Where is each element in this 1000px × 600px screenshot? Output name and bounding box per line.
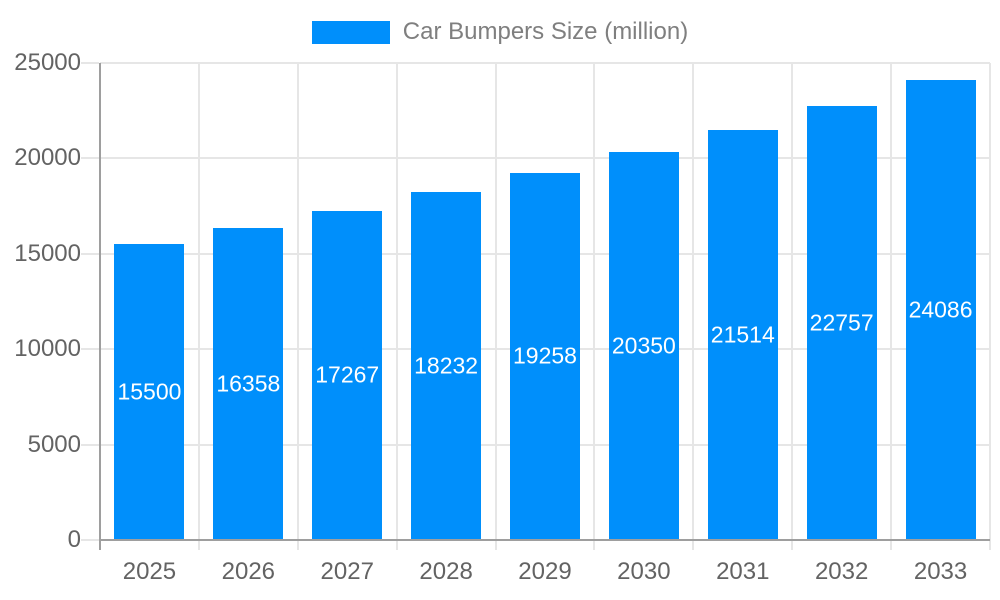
x-tick-label: 2033 (913, 558, 968, 585)
y-gridline (100, 157, 990, 160)
bar-value-label: 20350 (611, 332, 676, 359)
x-tick-label: 2031 (716, 558, 770, 585)
x-tick-mark (692, 540, 695, 550)
y-tick-mark (81, 252, 99, 255)
bar[interactable] (312, 210, 383, 540)
x-gridline (791, 63, 794, 540)
x-tick-label: 2027 (320, 558, 374, 585)
x-gridline (197, 63, 200, 540)
bar-value-label: 21514 (710, 321, 775, 348)
x-tick-mark (395, 540, 398, 550)
y-tick-label: 0 (67, 526, 81, 553)
x-axis-line (100, 539, 990, 541)
plot-area: 0 5000 10000 15000 20000 25000 2025 15500 2026 16… (14, 49, 991, 585)
x-tick-label: 2025 (122, 558, 177, 585)
x-tick-label: 2032 (814, 558, 869, 585)
x-tick-label: 2030 (617, 558, 671, 585)
bar[interactable] (806, 105, 877, 540)
y-tick-label: 10000 (14, 335, 81, 363)
x-gridline (494, 63, 497, 540)
legend-series-label: Car Bumpers Size (million) (402, 18, 689, 45)
bar-value-label: 19258 (513, 342, 577, 369)
y-tick-mark (81, 62, 99, 64)
x-gridline (296, 63, 299, 540)
bar-value-label: 18232 (414, 352, 479, 379)
bar[interactable] (905, 80, 976, 540)
bar[interactable] (707, 129, 778, 540)
x-gridline (395, 63, 398, 540)
y-tick-mark (81, 348, 99, 351)
bar-value-label: 16358 (216, 370, 281, 397)
bar[interactable] (608, 151, 679, 540)
x-tick-mark (197, 540, 200, 550)
x-gridline (692, 63, 695, 540)
x-gridline (593, 63, 596, 540)
x-gridline (890, 63, 893, 540)
plot-right-border (989, 63, 991, 550)
bar[interactable] (510, 172, 580, 540)
x-tick-label: 2028 (419, 558, 473, 585)
x-tick-label: 2026 (221, 558, 276, 585)
x-tick-mark (791, 540, 794, 550)
legend-color-swatch (311, 20, 390, 44)
y-tick-label: 15000 (14, 239, 81, 267)
x-tick-label: 2029 (518, 558, 572, 585)
y-tick-mark (81, 539, 99, 541)
x-tick-mark (593, 540, 596, 550)
x-tick-mark (494, 540, 497, 550)
y-tick-label: 20000 (14, 144, 81, 172)
bar-value-label: 22757 (809, 309, 874, 336)
y-axis-line (99, 63, 101, 550)
x-tick-mark (296, 540, 299, 550)
bar-value-label: 15500 (117, 378, 182, 405)
chart-legend: Car Bumpers Size (million) (0, 18, 1000, 45)
bar[interactable] (411, 192, 482, 540)
x-tick-mark (890, 540, 893, 550)
bar[interactable] (114, 244, 185, 540)
y-gridline (100, 62, 990, 64)
bar[interactable] (213, 227, 284, 540)
y-tick-label: 5000 (27, 430, 81, 458)
y-tick-label: 25000 (14, 49, 81, 76)
bar-value-label: 17267 (315, 361, 380, 388)
y-tick-mark (81, 157, 99, 160)
bar-value-label: 24086 (908, 296, 973, 323)
y-tick-mark (81, 443, 99, 446)
